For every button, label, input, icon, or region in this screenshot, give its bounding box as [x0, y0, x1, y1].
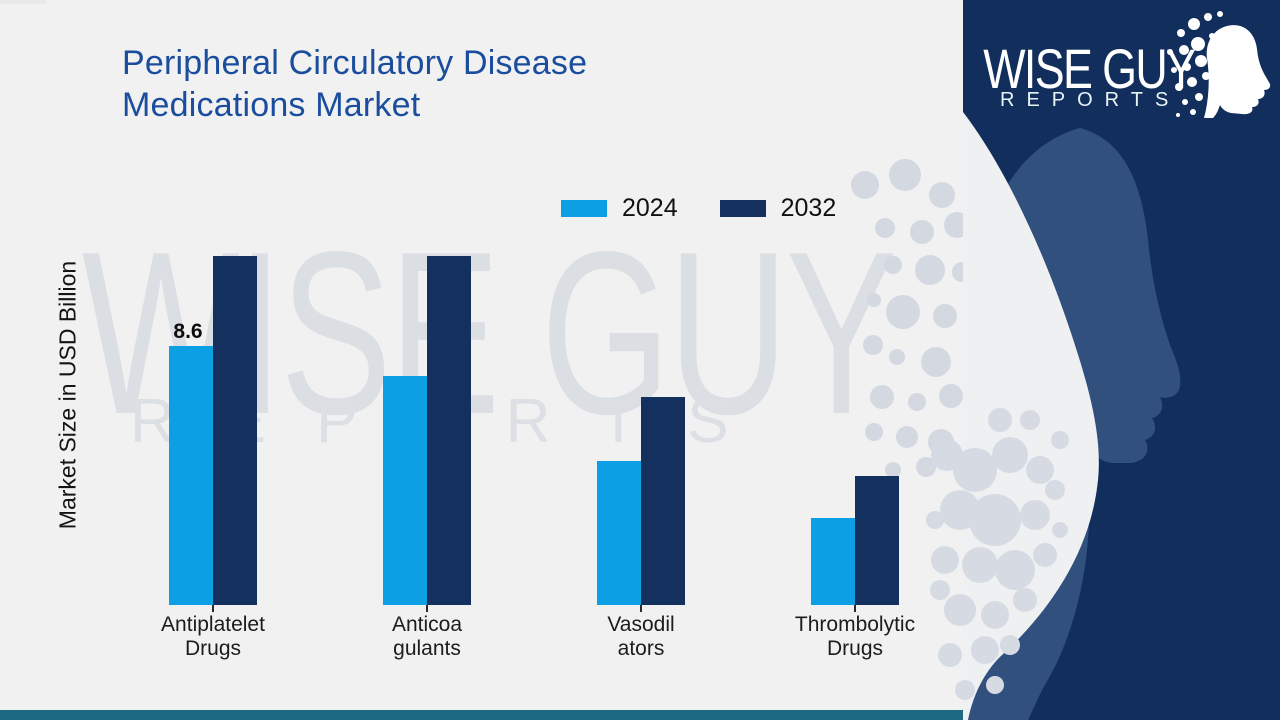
x-axis-label-antiplatelet-drugs: Antiplatelet Drugs: [161, 613, 265, 660]
x-axis-tick: [640, 605, 642, 612]
legend-swatch-2032: [719, 200, 766, 217]
bar-2024-antiplatelet-drugs: [169, 346, 213, 605]
bar-2024-vasodilators: [597, 461, 641, 605]
bar-2024-thrombolytic-drugs: [811, 518, 855, 605]
bar-2032-antiplatelet-drugs: [213, 256, 257, 605]
bottom-teal-strip: [0, 710, 963, 720]
page-title: Peripheral Circulatory Disease Medicatio…: [122, 42, 587, 126]
legend-swatch-2024: [561, 200, 607, 217]
page-title-line1: Peripheral Circulatory Disease: [122, 44, 588, 82]
top-left-artifact: [0, 0, 46, 4]
legend-label-2032: 2032: [780, 194, 837, 222]
bar-value-label: 8.6: [173, 320, 203, 343]
x-axis-label-anticoagulants: Anticoa gulants: [391, 613, 463, 660]
bar-2032-vasodilators: [641, 397, 685, 605]
legend-item-2032: 2032: [719, 194, 837, 223]
legend-item-2024: 2024: [561, 194, 678, 223]
chart-legend: 2024 2032: [561, 194, 836, 223]
x-axis-label-vasodilators: Vasodil ators: [607, 613, 675, 660]
bar-2032-anticoagulants: [427, 256, 471, 605]
x-axis-tick: [212, 605, 214, 612]
legend-label-2024: 2024: [622, 194, 678, 222]
x-axis-tick: [426, 605, 428, 612]
bar-2032-thrombolytic-drugs: [855, 476, 899, 605]
x-axis-tick: [854, 605, 856, 612]
bar-2024-anticoagulants: [383, 376, 427, 605]
x-axis-label-thrombolytic-drugs: Thrombolytic Drugs: [794, 613, 916, 660]
page-title-line2: Medications Market: [122, 86, 421, 124]
